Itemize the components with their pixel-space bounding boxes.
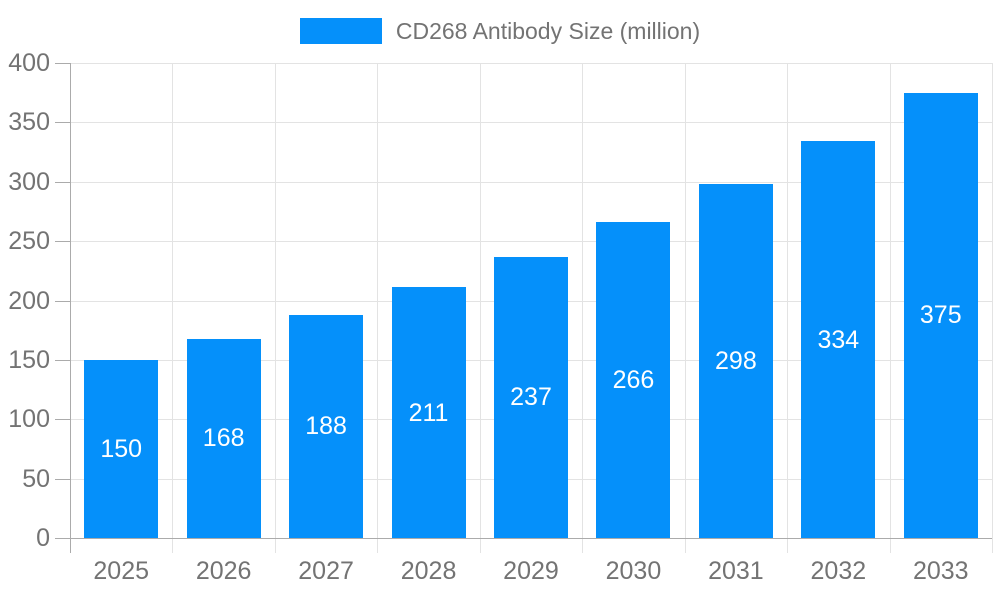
bar-2029 — [494, 256, 568, 538]
bar-value-label: 375 — [919, 301, 962, 330]
chart-legend: CD268 Antibody Size (million) — [0, 17, 1000, 45]
gridline-horizontal — [70, 181, 992, 183]
x-tick-label: 2033 — [912, 557, 969, 585]
y-tick-label: 50 — [22, 464, 50, 493]
gridline-horizontal — [70, 241, 992, 243]
x-tick-label: 2025 — [93, 557, 150, 585]
y-tick-label: 200 — [8, 286, 50, 315]
y-tick-label: 400 — [8, 49, 50, 77]
gridline-horizontal — [70, 122, 992, 124]
bar-2033 — [903, 92, 978, 538]
gridline-vertical — [582, 63, 584, 553]
y-axis-tick — [55, 241, 70, 243]
bar-value-label: 334 — [817, 325, 860, 354]
y-axis-tick — [55, 122, 70, 124]
x-tick-label: 2029 — [503, 557, 559, 585]
gridline-vertical — [274, 63, 276, 553]
y-axis-tick — [55, 181, 70, 183]
y-tick-label: 0 — [36, 524, 50, 552]
y-tick-label: 350 — [8, 108, 50, 137]
x-tick-label: 2027 — [298, 557, 354, 585]
y-tick-label: 100 — [8, 405, 50, 434]
y-axis-tick — [55, 419, 70, 421]
y-axis-tick — [55, 478, 70, 480]
bar-2028 — [391, 287, 466, 538]
bar-2032 — [801, 141, 876, 538]
gridline-horizontal — [70, 63, 992, 64]
x-axis-line — [70, 538, 992, 539]
gridline-vertical — [889, 63, 891, 553]
y-tick-label: 150 — [8, 345, 50, 374]
gridline-vertical — [172, 63, 174, 553]
y-axis-tick — [55, 63, 70, 64]
bar-2030 — [596, 222, 671, 538]
gridline-vertical — [377, 63, 379, 553]
legend-label: CD268 Antibody Size (million) — [395, 18, 701, 44]
bar-2031 — [698, 184, 773, 538]
x-tick-label: 2032 — [810, 557, 867, 585]
bar-value-label: 298 — [715, 347, 757, 376]
y-axis-tick — [55, 538, 70, 539]
y-axis-line — [70, 63, 71, 553]
x-tick-label: 2031 — [708, 557, 764, 585]
gridline-vertical — [992, 63, 993, 553]
bar-value-label: 188 — [305, 412, 347, 441]
x-tick-label: 2028 — [400, 557, 457, 585]
bar-value-label: 150 — [100, 434, 143, 463]
y-tick-label: 300 — [8, 167, 50, 196]
gridline-vertical — [479, 63, 481, 553]
bar-value-label: 266 — [612, 366, 655, 395]
bar-value-label: 168 — [202, 424, 245, 453]
bar-value-label: 211 — [408, 398, 449, 427]
x-tick-label: 2026 — [195, 557, 252, 585]
x-tick-label: 2030 — [605, 557, 662, 585]
legend-swatch — [299, 18, 382, 44]
bar-2027 — [289, 314, 364, 538]
y-axis-tick — [55, 359, 70, 361]
bar-value-label: 237 — [510, 383, 552, 412]
gridline-vertical — [787, 63, 789, 553]
y-axis-tick — [55, 300, 70, 302]
y-tick-label: 250 — [8, 227, 50, 256]
bar-2025 — [84, 359, 159, 538]
gridline-vertical — [684, 63, 686, 553]
bar-2026 — [186, 338, 261, 538]
